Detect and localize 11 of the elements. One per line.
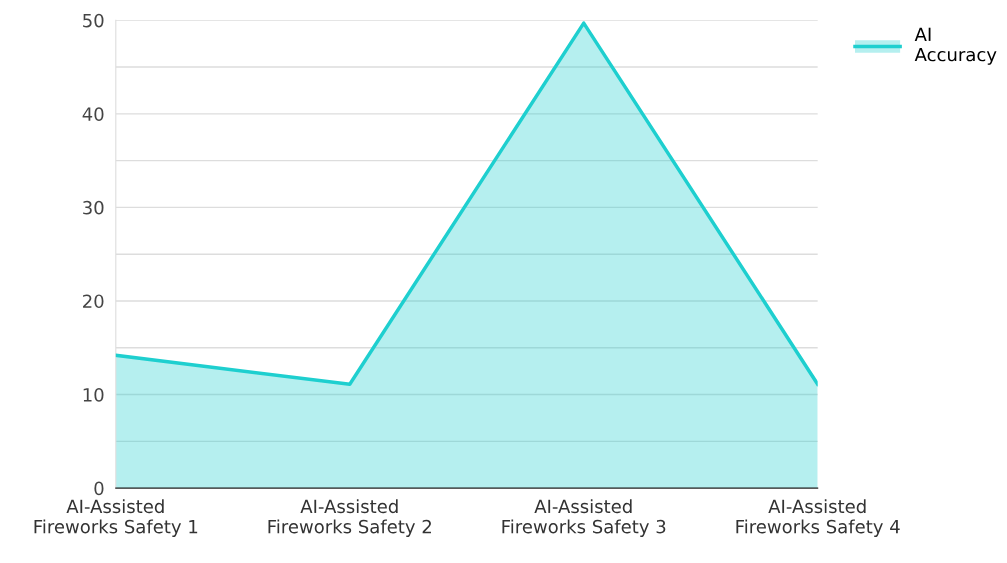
x-tick-label: AI-Assisted Fireworks Safety 1 (34, 499, 198, 537)
y-tick-label: 10 (83, 388, 104, 402)
x-tick-label: AI-Assisted Fireworks Safety 3 (502, 499, 666, 537)
y-tick-label: 0 (94, 481, 104, 496)
x-tick-label: AI-Assisted Fireworks Safety 4 (736, 499, 900, 537)
x-tick-label: AI-Assisted Fireworks Safety 2 (268, 499, 431, 537)
y-tick-label: 50 (83, 13, 104, 28)
y-tick-label: 20 (83, 294, 104, 309)
legend-label: AI Accuracy (914, 27, 997, 65)
y-tick-label: 40 (82, 107, 104, 121)
y-tick-label: 30 (83, 200, 104, 215)
